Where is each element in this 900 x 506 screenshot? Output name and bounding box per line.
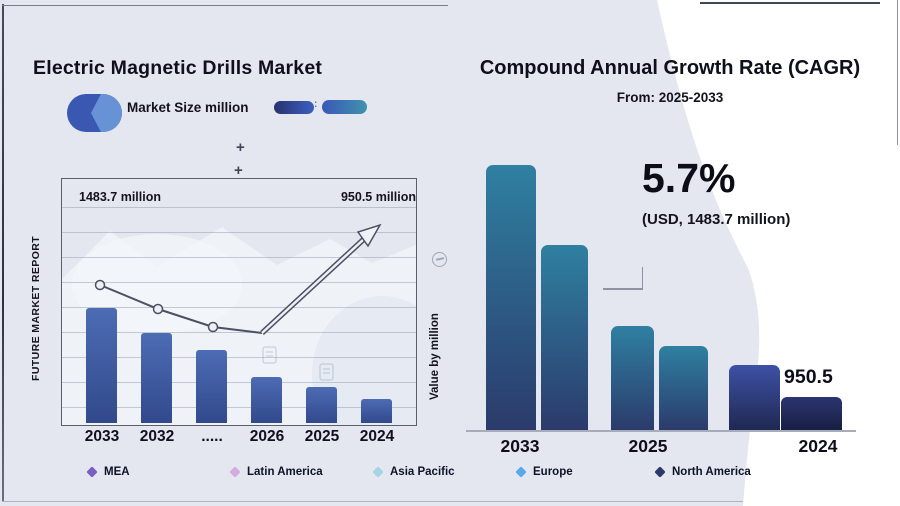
bar-2032 (141, 333, 172, 423)
cagr-bar-2025-b (659, 346, 708, 431)
bottom-edge-line (2, 501, 743, 503)
pill-separator: : (314, 99, 318, 110)
trend-line-overlay (94, 223, 382, 381)
x-label-2033: 2033 (84, 428, 120, 445)
legend-item-europe: Europe (515, 464, 573, 480)
legend-item-latin-america: Latin America (229, 464, 323, 480)
bar-dots (196, 350, 227, 423)
top-edge-line (2, 5, 448, 7)
annotation-end-value: 950.5 million (340, 190, 416, 204)
future-market-report-watermark: FUTURE MARKET REPORT (30, 235, 42, 381)
cagr-value: 5.7% (642, 155, 736, 201)
bar-2024 (361, 399, 392, 423)
step-line-vertical (641, 267, 643, 289)
cagr-x-label-2025: 2025 (628, 436, 668, 456)
left-edge-line (1, 4, 4, 502)
step-line-horizontal (603, 288, 643, 290)
cagr-bar-2025-a (611, 326, 654, 431)
gridlines (62, 207, 416, 408)
pill-dark-icon (274, 101, 314, 114)
right-edge-line (896, 0, 898, 145)
bar-2033 (86, 308, 117, 423)
cagr-bar-2033-a (486, 165, 536, 431)
cagr-x-axis (466, 430, 856, 432)
cagr-bar-2024-a (729, 365, 780, 431)
cagr-x-label-2024: 2024 (798, 436, 838, 456)
annotation-start-value: 1483.7 million (79, 190, 161, 204)
plus-mark-top: + (236, 139, 245, 156)
top-right-edge-line (700, 1, 880, 4)
cagr-note: (USD, 1483.7 million) (642, 211, 791, 228)
cagr-bar-2033-b (541, 245, 588, 431)
europe-diamond-icon (515, 466, 527, 478)
legend-item-mea: MEA (86, 464, 130, 480)
circled-minus-icon (432, 252, 447, 267)
cagr-bar-2024-b (781, 397, 842, 431)
bar-2025 (306, 387, 337, 423)
cylinder-icon (67, 94, 122, 132)
bar-2026 (251, 377, 282, 423)
series-label: Market Size million (127, 100, 249, 115)
latin-america-diamond-icon (229, 466, 241, 478)
cagr-title: Compound Annual Growth Rate (CAGR) (479, 57, 861, 79)
x-label-2024: 2024 (359, 428, 395, 445)
marker-2033 (94, 279, 106, 291)
plus-mark-bottom: + (234, 162, 243, 179)
page-title: Electric Magnetic Drills Market (33, 57, 323, 79)
x-label-2025: 2025 (304, 428, 340, 445)
x-label-2032: 2032 (139, 428, 175, 445)
legend-label: Europe (533, 466, 573, 478)
north-america-diamond-icon (654, 466, 666, 478)
market-size-chart: 1483.7 million 950.5 million (61, 178, 417, 426)
mea-diamond-icon (86, 466, 98, 478)
legend-item-north-america: North America (654, 464, 751, 480)
cagr-bar-annotation: 950.5 (784, 366, 833, 388)
x-label-2026: 2026 (249, 428, 285, 445)
cagr-x-label-2033: 2033 (500, 436, 540, 456)
asia-pacific-diamond-icon (372, 466, 384, 478)
pill-teal-icon (322, 100, 367, 114)
x-label-dots: ..... (201, 428, 223, 445)
legend-item-asia-pacific: Asia Pacific (372, 464, 455, 480)
cagr-subtitle: From: 2025-2033 (616, 90, 724, 105)
arrow-head (356, 223, 382, 248)
marker-2032 (152, 303, 164, 315)
legend-label: Asia Pacific (390, 466, 455, 478)
marker-dots (207, 321, 219, 333)
value-axis-label: Value by million (429, 313, 441, 401)
legend-label: MEA (104, 466, 130, 478)
legend-label: Latin America (247, 466, 323, 478)
legend-label: North America (672, 466, 751, 478)
faint-clipboard-icon (262, 346, 334, 381)
